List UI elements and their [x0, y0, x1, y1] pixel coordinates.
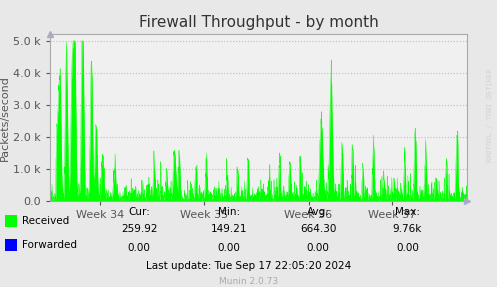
Text: RRDTOOL / TOBI OETIKER: RRDTOOL / TOBI OETIKER [487, 68, 493, 162]
Text: 0.00: 0.00 [307, 243, 330, 253]
Bar [5, 215, 17, 227]
Text: 9.76k: 9.76k [393, 224, 422, 234]
Text: 0.00: 0.00 [396, 243, 419, 253]
Text: Cur:: Cur: [128, 207, 150, 217]
Title: Firewall Throughput - by month: Firewall Throughput - by month [139, 15, 378, 30]
Text: Received: Received [22, 216, 70, 226]
Text: Max:: Max: [395, 207, 420, 217]
Text: 0.00: 0.00 [128, 243, 151, 253]
Text: 149.21: 149.21 [210, 224, 247, 234]
Text: Avg:: Avg: [307, 207, 330, 217]
Text: Munin 2.0.73: Munin 2.0.73 [219, 277, 278, 286]
Text: Last update: Tue Sep 17 22:05:20 2024: Last update: Tue Sep 17 22:05:20 2024 [146, 261, 351, 271]
Text: 0.00: 0.00 [217, 243, 240, 253]
Text: Min:: Min: [218, 207, 240, 217]
Y-axis label: Packets/second: Packets/second [0, 75, 10, 161]
Text: 259.92: 259.92 [121, 224, 158, 234]
Bar [5, 239, 17, 251]
Text: Forwarded: Forwarded [22, 240, 78, 250]
Text: 664.30: 664.30 [300, 224, 336, 234]
